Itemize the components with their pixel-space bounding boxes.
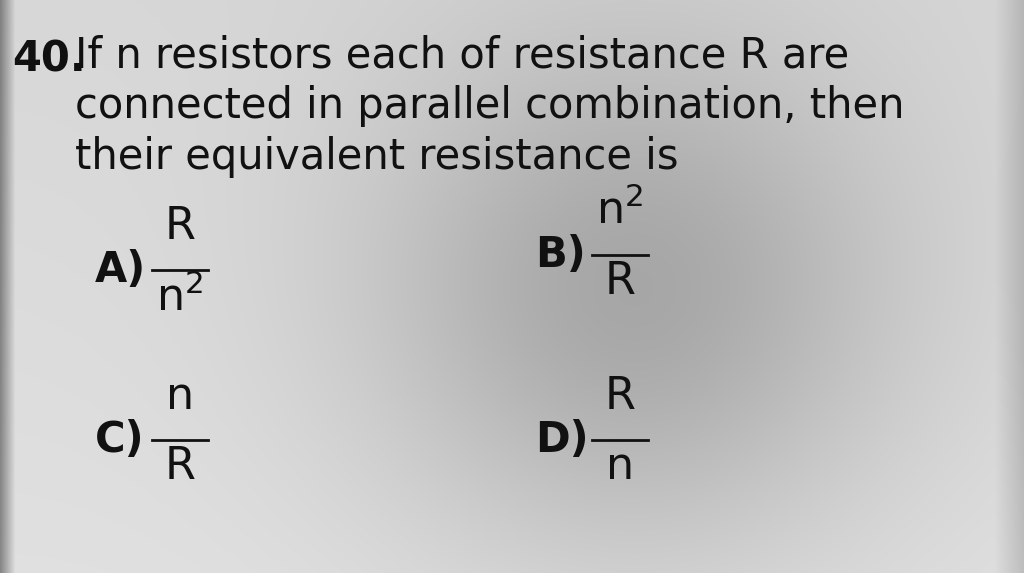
Text: A): A)	[95, 249, 146, 291]
Text: C): C)	[95, 419, 144, 461]
Text: 40.: 40.	[12, 38, 86, 80]
Text: R: R	[165, 445, 196, 488]
Text: R: R	[604, 375, 636, 418]
Text: their equivalent resistance is: their equivalent resistance is	[75, 136, 679, 178]
Text: R: R	[165, 205, 196, 248]
Text: D): D)	[535, 419, 589, 461]
Text: n$^2$: n$^2$	[157, 275, 204, 320]
Text: n$^2$: n$^2$	[596, 189, 644, 233]
Text: n: n	[166, 375, 195, 418]
Text: n: n	[606, 445, 634, 488]
Text: connected in parallel combination, then: connected in parallel combination, then	[75, 85, 904, 127]
Text: If n resistors each of resistance R are: If n resistors each of resistance R are	[75, 34, 849, 76]
Text: B): B)	[535, 234, 586, 276]
Text: R: R	[604, 260, 636, 303]
